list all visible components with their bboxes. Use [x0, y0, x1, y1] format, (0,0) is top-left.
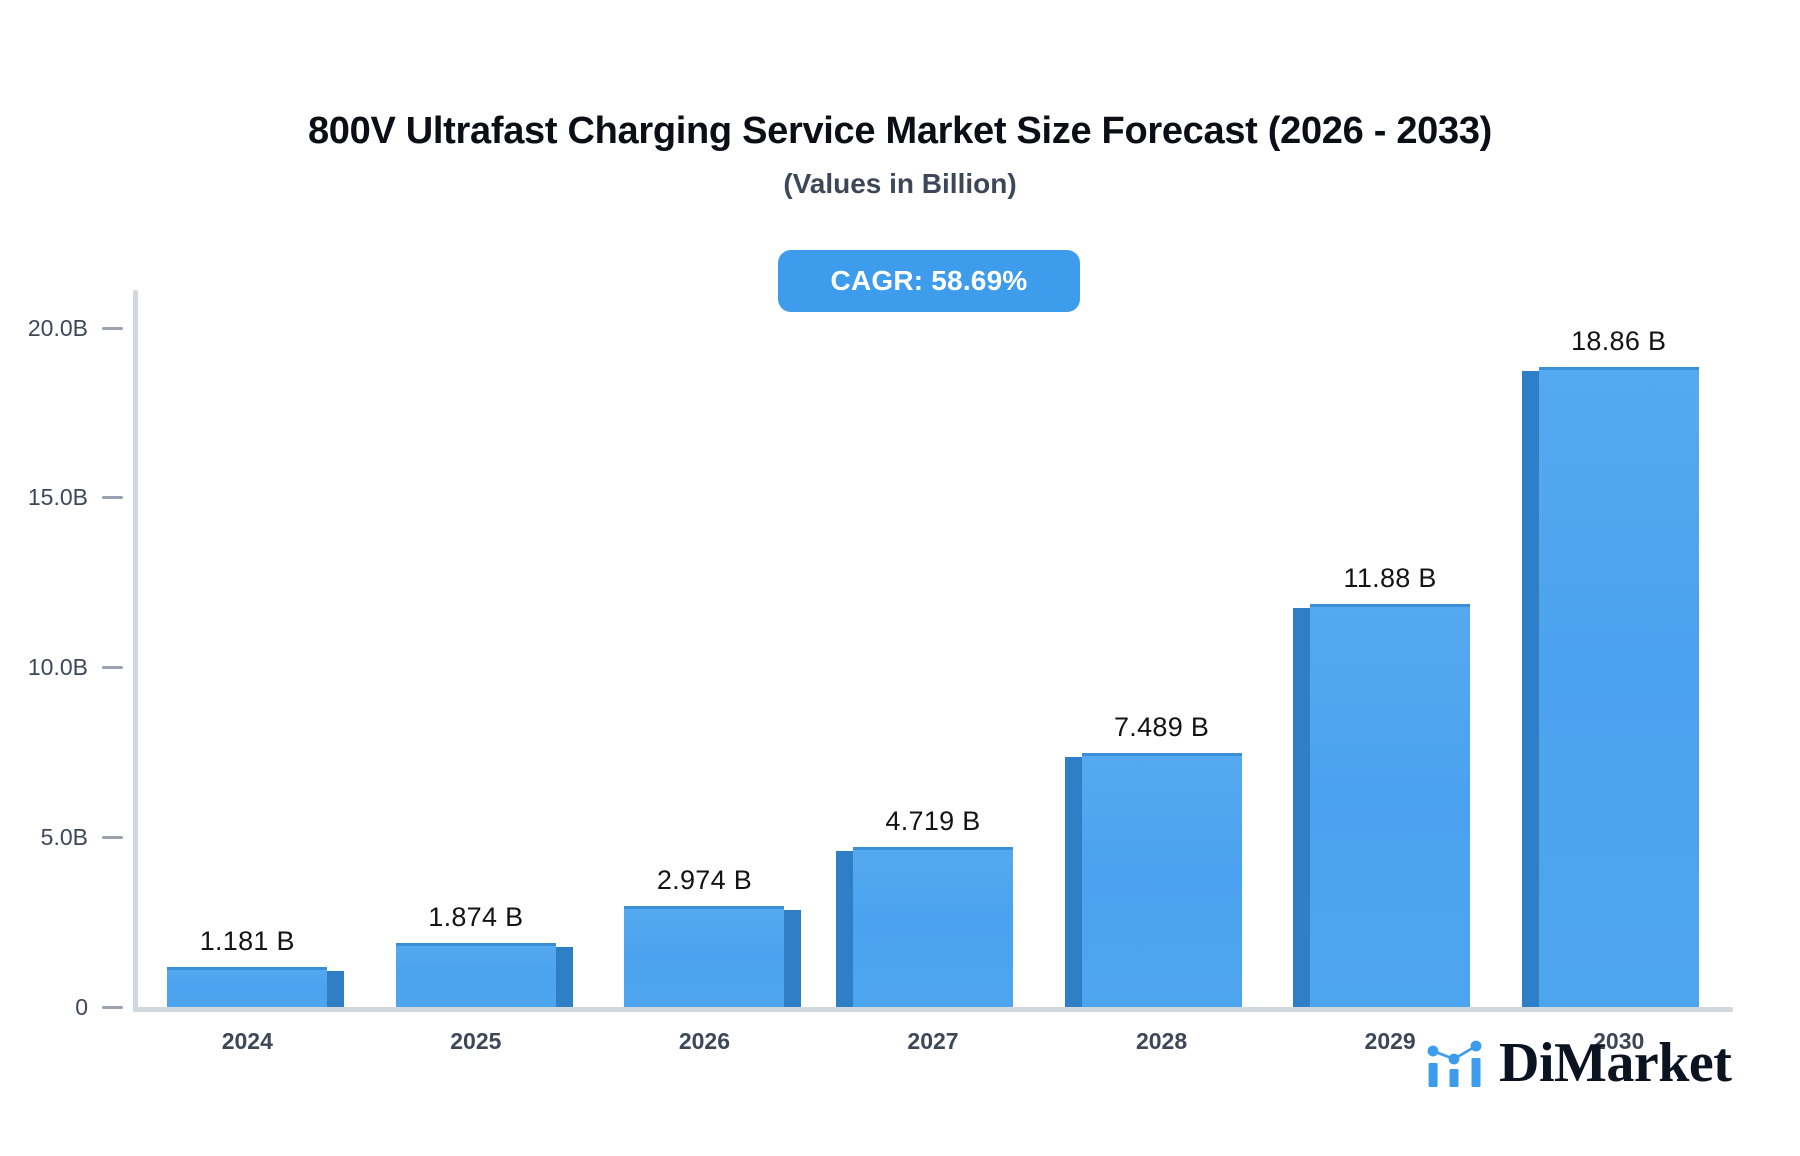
x-axis-line — [133, 1007, 1733, 1012]
bar-2024[interactable]: 1.181 B — [167, 926, 345, 1007]
bar-2028[interactable]: 7.489 B — [1064, 712, 1242, 1007]
bar-2026[interactable]: 2.974 B — [624, 865, 802, 1007]
y-tick-label: 15.0B — [27, 484, 88, 511]
bar-side-face — [784, 910, 802, 1007]
y-tick-label: 20.0B — [27, 314, 88, 341]
bar-value-label: 1.874 B — [428, 902, 524, 933]
bar-value-label: 4.719 B — [885, 805, 981, 836]
bar-face — [1310, 603, 1471, 1007]
bar-2030[interactable]: 18.86 B — [1521, 326, 1699, 1007]
bar-value-label: 18.86 B — [1571, 325, 1667, 356]
bar-face — [167, 966, 328, 1007]
bar-face — [624, 906, 785, 1007]
y-tick-label: 0 — [75, 993, 88, 1020]
y-tick-mark — [102, 666, 123, 669]
x-axis-label-2030: 2030 — [1593, 1028, 1645, 1054]
brand-name: DiMarket — [1499, 1032, 1732, 1094]
bar-side-face — [1293, 607, 1311, 1007]
x-axis-label-2029: 2029 — [1364, 1028, 1416, 1054]
bar-side-face — [1521, 370, 1539, 1007]
x-axis-label-2025: 2025 — [450, 1028, 502, 1054]
bar-series: 1.181 B 1.874 B 2.974 B 4.719 B 7.489 B 11.88… — [133, 290, 1733, 1012]
y-tick-mark — [102, 326, 123, 330]
x-axis-label-2027: 2027 — [907, 1028, 959, 1054]
bar-face — [1081, 752, 1242, 1007]
bar-chart-logo-icon — [1425, 1035, 1485, 1091]
x-axis-label-2028: 2028 — [1135, 1028, 1188, 1054]
bar-value-label: 7.489 B — [1113, 711, 1210, 742]
cagr-badge: CAGR: 58.69% — [778, 250, 1080, 312]
chart-subtitle: (Values in Billion) — [783, 168, 1017, 199]
y-tick-label: 10.0B — [27, 654, 88, 680]
bar-value-label: 11.88 B — [1343, 562, 1437, 593]
bar-face — [395, 943, 556, 1007]
bar-side-face — [327, 970, 345, 1007]
dimarket-logo: DiMarket — [1425, 1032, 1732, 1094]
bar-side-face — [836, 850, 853, 1007]
bar-value-label: 2.974 B — [656, 865, 753, 896]
y-tick-mark — [102, 835, 123, 839]
bar-value-label: 1.181 B — [199, 925, 295, 956]
y-axis-line — [133, 290, 138, 1012]
bar-2025[interactable]: 1.874 B — [395, 902, 573, 1007]
x-axis-label-2024: 2024 — [221, 1028, 273, 1054]
bar-face — [1538, 366, 1699, 1007]
chart-title: 800V Ultrafast Charging Service Market S… — [307, 110, 1493, 152]
y-tick-mark — [102, 496, 123, 500]
y-tick-mark — [102, 1005, 123, 1009]
bar-face — [853, 846, 1013, 1007]
bar-2027[interactable]: 4.719 B — [836, 806, 1013, 1007]
y-tick-label: 5.0B — [40, 823, 88, 850]
plot-area: 1.181 B 1.874 B 2.974 B 4.719 B 7.489 B 11.88… — [28, 290, 1733, 1054]
x-axis-label-2026: 2026 — [678, 1028, 731, 1054]
bar-side-face — [1064, 756, 1082, 1007]
bar-side-face — [555, 947, 573, 1007]
cagr-badge-label: CAGR: 58.69% — [830, 265, 1028, 296]
bar-2029[interactable]: 11.88 B — [1293, 563, 1471, 1007]
